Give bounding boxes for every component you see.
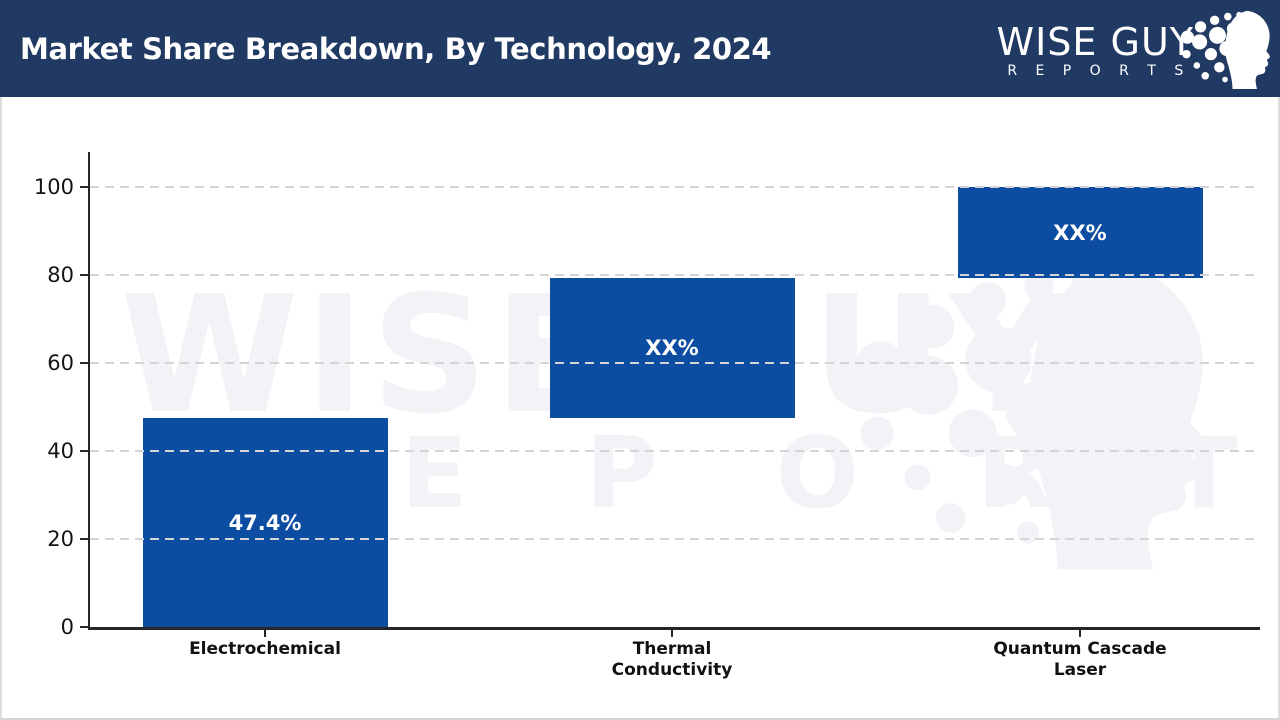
y-axis-tick: [80, 362, 88, 364]
y-axis-tick: [80, 626, 88, 628]
gridline: [90, 274, 1258, 276]
header-bar: Market Share Breakdown, By Technology, 2…: [0, 0, 1280, 97]
bar-segment: [142, 418, 388, 627]
gridline: [90, 538, 1258, 540]
x-axis-tick: [264, 630, 266, 637]
brand-head-icon: [1178, 9, 1272, 89]
y-axis-tick-label: 20: [47, 527, 74, 551]
x-axis-line: [88, 627, 1260, 630]
y-axis-line: [88, 152, 90, 630]
y-axis-tick-label: 0: [60, 615, 74, 639]
bar-value-label: XX%: [645, 336, 699, 361]
gridline: [90, 186, 1258, 188]
bar-segment: [549, 278, 795, 419]
x-axis-category-label: Electrochemical: [189, 639, 341, 659]
brand-logo-text: WISE GUY R E P O R T S: [996, 19, 1194, 80]
brand-logo: WISE GUY R E P O R T S: [997, 7, 1272, 91]
brand-subtitle: R E P O R T S: [1007, 63, 1191, 80]
brand-name: WISE GUY: [996, 19, 1194, 64]
y-axis-tick-label: 100: [33, 175, 74, 199]
y-axis-tick-label: 40: [47, 439, 74, 463]
y-axis-tick: [80, 538, 88, 540]
plot-area: 0 20 40 60 80 100 47.4% XX% XX% Electrochemical Th…: [2, 97, 1278, 718]
x-axis-category-label: Quantum Cascade Laser: [993, 639, 1167, 680]
chart-page: WISE GUY R E P O R T S 02040608010047.4%…: [0, 97, 1280, 720]
gridline: [90, 362, 1258, 364]
y-axis-tick-label: 80: [47, 263, 74, 287]
x-axis-category-label: Thermal Conductivity: [611, 639, 733, 680]
y-axis-tick: [80, 450, 88, 452]
bar-value-label: XX%: [1053, 220, 1107, 245]
x-axis-tick: [671, 630, 673, 637]
bar-segment: [957, 187, 1203, 279]
gridline: [90, 450, 1258, 452]
y-axis-tick: [80, 274, 88, 276]
y-axis-tick: [80, 186, 88, 188]
chart-title: Market Share Breakdown, By Technology, 2…: [20, 31, 772, 66]
x-axis-tick: [1079, 630, 1081, 637]
bar-value-label: 47.4%: [228, 510, 302, 535]
y-axis-tick-label: 60: [47, 351, 74, 375]
